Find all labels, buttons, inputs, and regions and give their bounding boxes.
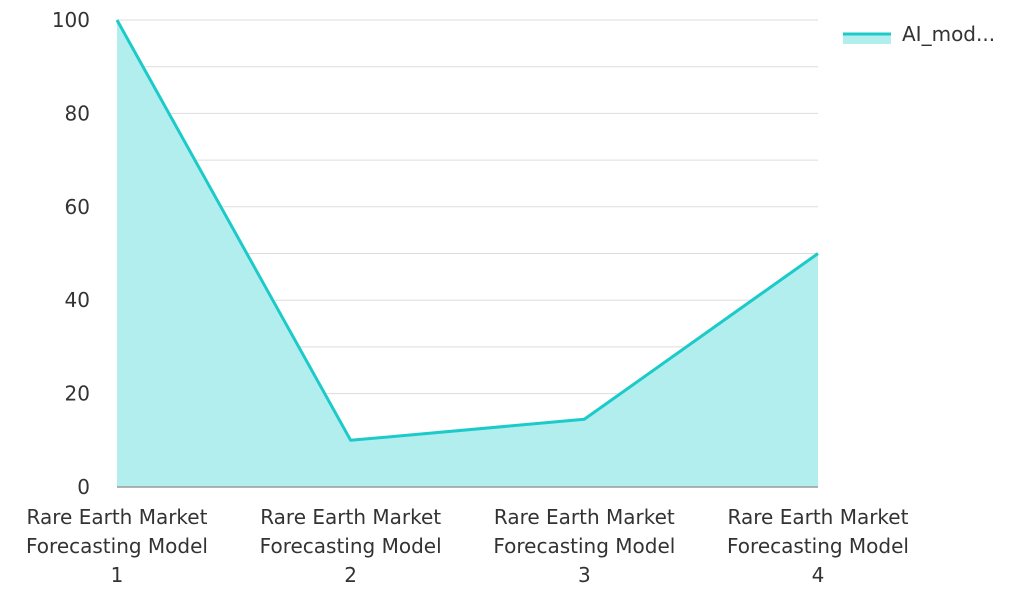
y-axis-ticks: 0 20 40 60 80 100 <box>52 8 90 499</box>
y-tick-label: 20 <box>65 382 90 406</box>
series-line <box>115 19 819 442</box>
x-tick-label: Rare Earth Market Forecasting Model 1 <box>26 505 208 587</box>
legend[interactable]: AI_mod... <box>843 22 995 46</box>
y-tick-label: 0 <box>77 475 90 499</box>
y-tick-label: 40 <box>65 288 90 312</box>
x-tick-label: Rare Earth Market Forecasting Model 3 <box>493 505 675 587</box>
y-tick-label: 80 <box>65 101 90 125</box>
legend-label: AI_mod... <box>902 22 995 46</box>
x-tick-label: Rare Earth Market Forecasting Model 4 <box>727 505 909 587</box>
y-tick-label: 100 <box>52 8 90 32</box>
y-tick-label: 60 <box>65 195 90 219</box>
x-tick-label: Rare Earth Market Forecasting Model 2 <box>260 505 442 587</box>
series-area-fill <box>117 20 818 487</box>
legend-swatch-fill <box>843 34 891 44</box>
x-axis-ticks: Rare Earth Market Forecasting Model 1 Rare … <box>26 505 909 587</box>
